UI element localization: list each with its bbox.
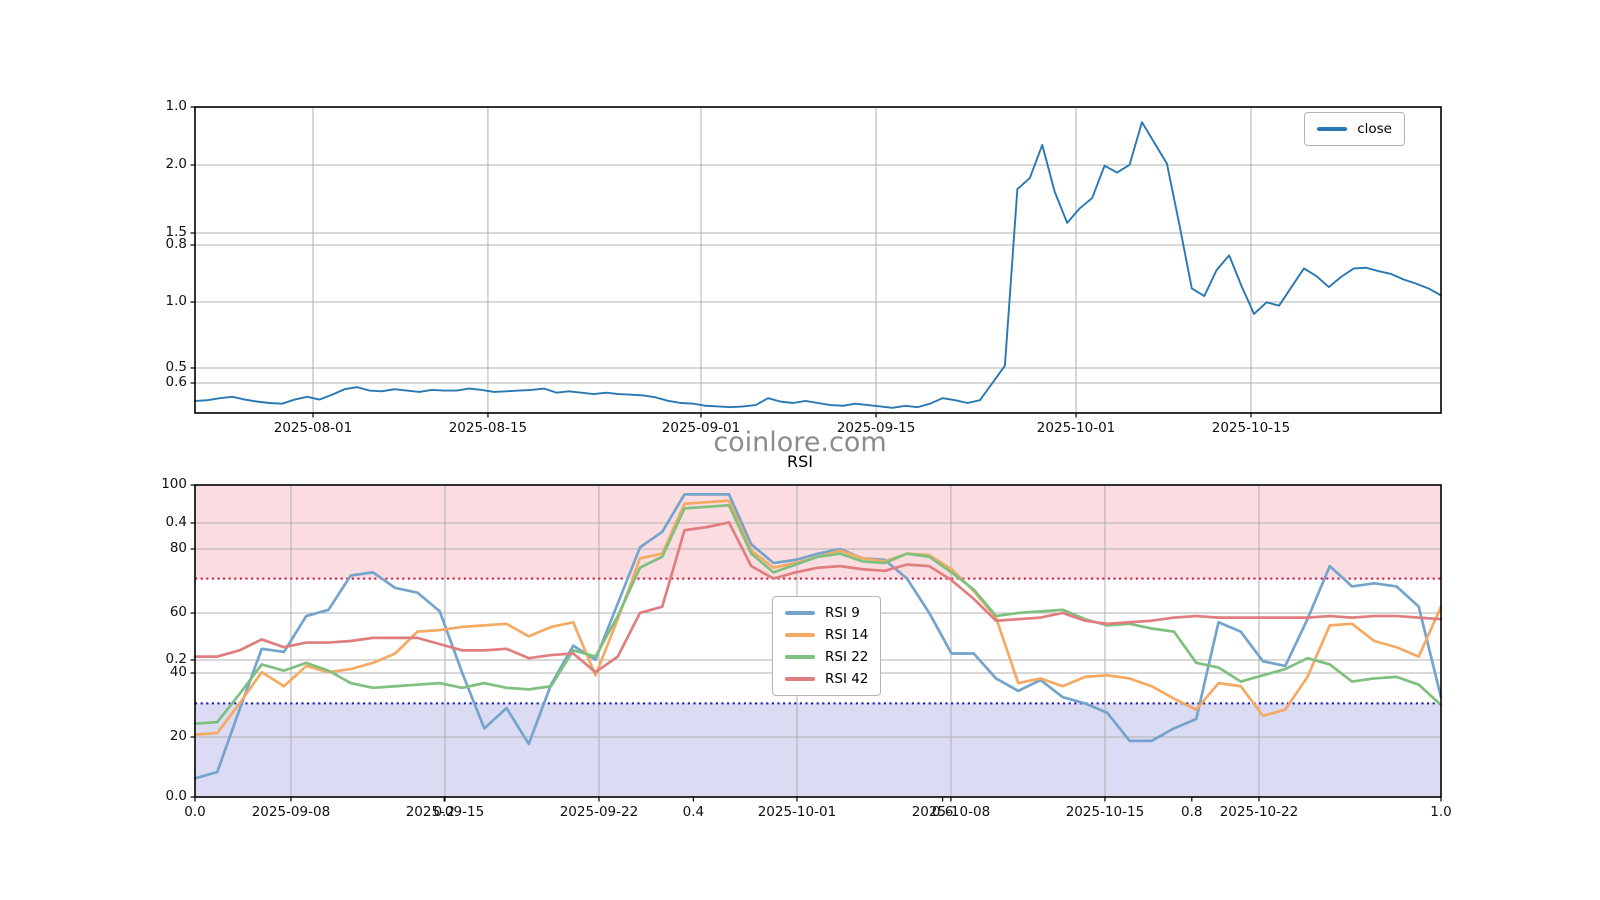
x-tick-label: 2025-09-22 <box>559 804 639 820</box>
y-tick-label: 20 <box>169 728 187 744</box>
x-tick-label: 0.2 <box>433 804 455 820</box>
rsi-chart-plot: RSI 9 RSI 14 RSI 22 RSI 42 100 0.4 80 60 0.2 40 2… <box>161 476 1452 820</box>
y-tick-label: 1.0 <box>165 98 187 114</box>
price-chart-plot: close 1.0 2.0 1.5 0.8 1.0 0.5 0.6 2025-08-01 202… <box>166 98 1442 436</box>
series-rsi-9 <box>193 493 1443 780</box>
x-tick-label: 2025-09-08 <box>251 804 331 820</box>
y-tick-label: 0.4 <box>165 514 187 530</box>
series-close <box>194 121 1442 409</box>
y-tick-label: 60 <box>169 604 187 620</box>
legend-line-swatch <box>785 677 815 681</box>
x-tick-label: 1.0 <box>1430 804 1452 820</box>
x-tick-label: 0.4 <box>682 804 705 820</box>
legend-label: RSI 14 <box>825 627 869 643</box>
watermark: coinlore.com <box>713 427 887 458</box>
legend-label: RSI 22 <box>825 649 869 665</box>
x-tick-label: 2025-10-15 <box>1211 420 1291 436</box>
y-tick-label: 0.0 <box>165 788 187 804</box>
x-tick-label: 2025-09-01 <box>661 420 741 436</box>
rsi-band <box>195 703 1441 797</box>
y-tick-label: 0.2 <box>165 651 187 667</box>
legend-line-swatch <box>785 633 815 637</box>
y-tick-label: 80 <box>169 539 187 556</box>
x-tick-label: 0.8 <box>1181 804 1203 820</box>
rsi-legend: RSI 9 RSI 14 RSI 22 RSI 42 <box>772 596 882 696</box>
x-tick-label: 2025-08-01 <box>273 420 353 436</box>
legend-item: RSI 9 <box>785 602 868 624</box>
x-tick-label: 0.0 <box>184 804 206 820</box>
rsi-chart-svg <box>190 484 1443 802</box>
x-tick-label: 2025-10-22 <box>1219 804 1299 820</box>
rsi-axes-spine <box>194 484 1442 798</box>
legend-item: RSI 22 <box>785 646 868 668</box>
y-tick-label: 2.0 <box>165 155 187 172</box>
x-tick-label: 0.6 <box>931 804 954 820</box>
legend-item: close <box>1317 118 1392 140</box>
legend-item: RSI 14 <box>785 624 868 646</box>
price-axes-spine <box>194 106 1442 414</box>
legend-line-swatch <box>785 611 815 615</box>
y-tick-label: 0.5 <box>165 358 187 375</box>
x-tick-label: 2025-09-15 <box>836 420 916 436</box>
y-tick-label: 1.0 <box>165 293 187 309</box>
y-tick-label: 0.6 <box>165 374 187 390</box>
series-rsi-42 <box>193 521 1443 674</box>
legend-line-swatch <box>1317 127 1348 131</box>
y-tick-label: 0.8 <box>165 236 187 252</box>
legend-label: RSI 42 <box>825 671 869 687</box>
x-tick-label: 2025-08-15 <box>448 420 528 436</box>
legend-item: RSI 42 <box>785 668 868 690</box>
series-rsi-22 <box>193 503 1443 726</box>
x-tick-label: 2025-10-01 <box>1036 420 1116 436</box>
price-legend: close <box>1304 112 1405 146</box>
price-chart-svg <box>190 106 1442 418</box>
y-tick-label: 40 <box>169 664 187 680</box>
rsi-band <box>195 485 1441 579</box>
legend-label: RSI 9 <box>825 605 860 621</box>
x-tick-label: 2025-09-15 <box>405 804 485 820</box>
x-tick-label: 2025-10-15 <box>1065 804 1145 820</box>
legend-label: close <box>1357 121 1392 137</box>
y-tick-label: 100 <box>161 476 187 492</box>
rsi-chart-title: RSI <box>787 452 813 471</box>
legend-line-swatch <box>785 655 815 659</box>
x-tick-label: 2025-10-01 <box>757 804 837 820</box>
x-tick-label: 2025-10-08 <box>911 804 991 820</box>
y-tick-label: 1.5 <box>165 224 187 240</box>
